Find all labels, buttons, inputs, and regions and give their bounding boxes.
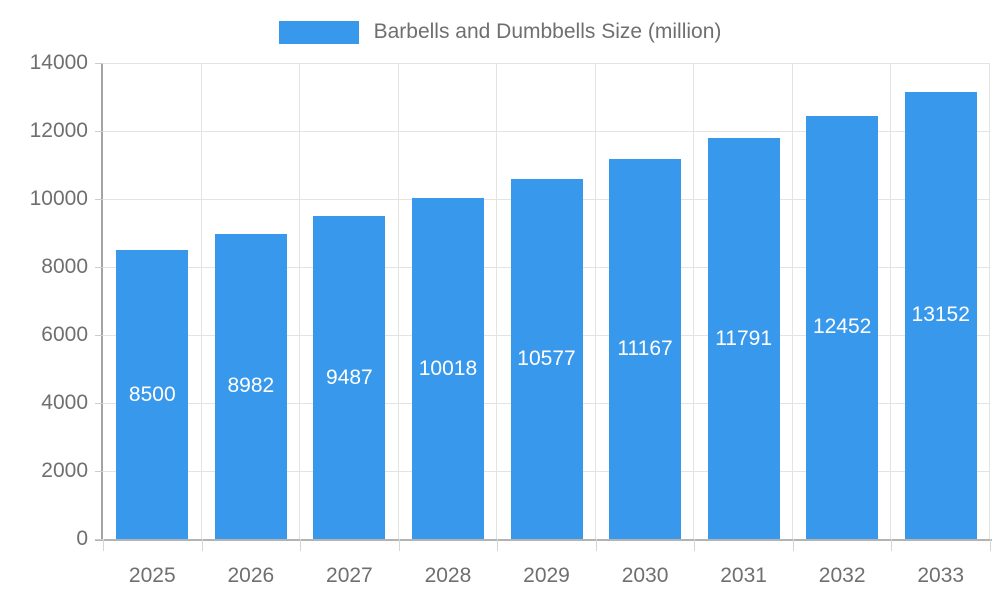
y-axis-tick	[95, 199, 103, 200]
y-tick-label: 6000	[41, 323, 88, 346]
gridline-h	[103, 63, 990, 64]
bar-2031[interactable]: 11791	[707, 138, 780, 539]
gridline-v	[496, 63, 498, 539]
x-axis-tick	[398, 539, 400, 551]
y-tick-label: 8000	[41, 255, 88, 278]
x-tick-label: 2033	[917, 564, 965, 587]
x-axis-tick	[990, 539, 991, 551]
x-tick-label: 2031	[720, 564, 767, 587]
y-axis-tick	[95, 471, 103, 472]
y-tick-label: 2000	[41, 459, 88, 482]
y-tick-label: 14000	[29, 51, 88, 74]
gridline-v	[200, 63, 202, 539]
y-axis-tick	[95, 539, 103, 540]
gridline-v	[791, 63, 793, 539]
legend-swatch	[278, 20, 359, 44]
x-axis-tick	[497, 539, 499, 551]
y-axis-tick	[95, 335, 103, 336]
x-tick-label: 2027	[326, 564, 373, 587]
bar-value-label: 9487	[326, 365, 373, 389]
bar-value-label: 8982	[227, 374, 275, 398]
x-tick-label: 2032	[818, 564, 866, 587]
y-tick-label: 12000	[29, 119, 88, 142]
x-tick-label: 2026	[227, 564, 275, 587]
gridline-v	[397, 63, 399, 539]
bar-2029[interactable]: 10577	[510, 179, 583, 539]
bar-value-label: 10018	[418, 356, 478, 380]
y-axis-line	[101, 63, 103, 541]
bar-2026[interactable]: 8982	[214, 233, 287, 539]
x-tick-label: 2029	[523, 564, 570, 587]
bar-value-label: 10577	[517, 347, 576, 371]
y-axis-tick	[95, 403, 103, 404]
gridline-v	[693, 63, 695, 539]
y-axis-tick	[95, 131, 103, 132]
x-tick-label: 2025	[128, 564, 176, 587]
x-axis-tick	[595, 539, 597, 551]
bar-value-label: 12452	[812, 315, 872, 339]
x-tick-label: 2028	[424, 564, 472, 587]
gridline-h	[103, 131, 990, 132]
x-axis-tick	[201, 539, 203, 551]
bar-value-label: 11791	[715, 326, 773, 350]
legend-label: Barbells and Dumbbells Size (million)	[373, 20, 722, 43]
gridline-v	[989, 63, 990, 539]
bar-2032[interactable]: 12452	[806, 115, 879, 539]
y-tick-label: 10000	[29, 187, 88, 210]
legend[interactable]: Barbells and Dumbbells Size (million)	[0, 18, 1000, 46]
y-tick-label: 0	[76, 527, 88, 550]
x-axis-line	[95, 539, 992, 541]
bar-2030[interactable]: 11167	[609, 159, 682, 539]
x-axis-tick	[792, 539, 794, 551]
gridline-v	[299, 63, 301, 539]
y-axis-tick	[95, 267, 103, 268]
y-tick-label: 4000	[41, 391, 88, 414]
gridline-v	[594, 63, 596, 539]
bar-2028[interactable]: 10018	[411, 198, 484, 539]
bar-value-label: 11167	[617, 337, 673, 361]
bar-2033[interactable]: 13152	[904, 91, 977, 539]
x-tick-label: 2030	[621, 564, 669, 587]
x-axis-tick	[694, 539, 696, 551]
plot-area: 8500 8982 9487 10018 10577 11167 11791 12452 131…	[103, 63, 990, 539]
bar-value-label: 13152	[911, 303, 970, 327]
x-axis-tick	[891, 539, 893, 551]
bar-2025[interactable]: 8500	[116, 250, 189, 539]
x-axis-tick	[103, 539, 104, 551]
bar-2027[interactable]: 9487	[313, 216, 386, 539]
bar-value-label: 8500	[128, 382, 176, 406]
x-axis-tick	[300, 539, 302, 551]
y-axis-tick	[95, 63, 103, 64]
gridline-v	[890, 63, 892, 539]
